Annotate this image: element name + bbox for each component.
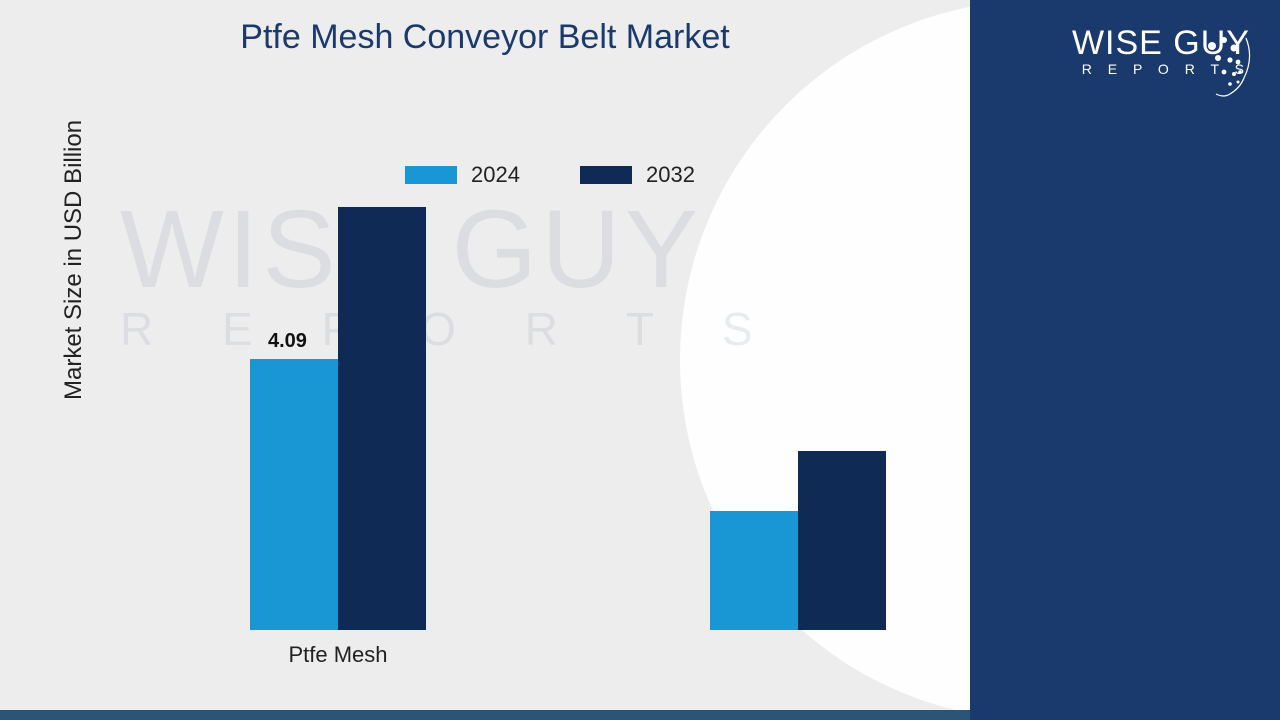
chart-canvas: WISE GUY R E P O R T S Ptfe Mesh Conveyo… <box>0 0 1280 720</box>
chart-title: Ptfe Mesh Conveyor Belt Market <box>0 18 970 57</box>
bar-group: Teflon Mesh <box>710 451 886 630</box>
legend-label: 2024 <box>471 162 520 188</box>
bar <box>250 359 338 630</box>
brand-logo: WISE GUY R E P O R T S <box>1072 26 1250 76</box>
bar-group: 4.09Ptfe Mesh <box>250 207 426 630</box>
legend-swatch <box>580 166 632 184</box>
legend-item-2024: 2024 <box>405 162 520 188</box>
plot-area: 4.09Ptfe Mesh Teflon Mesh <box>110 200 1010 630</box>
bottom-accent-bar <box>0 710 970 720</box>
legend-item-2032: 2032 <box>580 162 695 188</box>
bar <box>798 451 886 630</box>
brand-side-panel <box>970 0 1280 720</box>
bar <box>710 511 798 630</box>
legend-label: 2032 <box>646 162 695 188</box>
legend: 2024 2032 <box>0 162 1100 188</box>
logo-head-icon <box>1194 28 1254 98</box>
bar <box>338 207 426 630</box>
bar-value-label: 4.09 <box>268 330 307 353</box>
legend-swatch <box>405 166 457 184</box>
x-axis-label: Ptfe Mesh <box>248 642 428 667</box>
